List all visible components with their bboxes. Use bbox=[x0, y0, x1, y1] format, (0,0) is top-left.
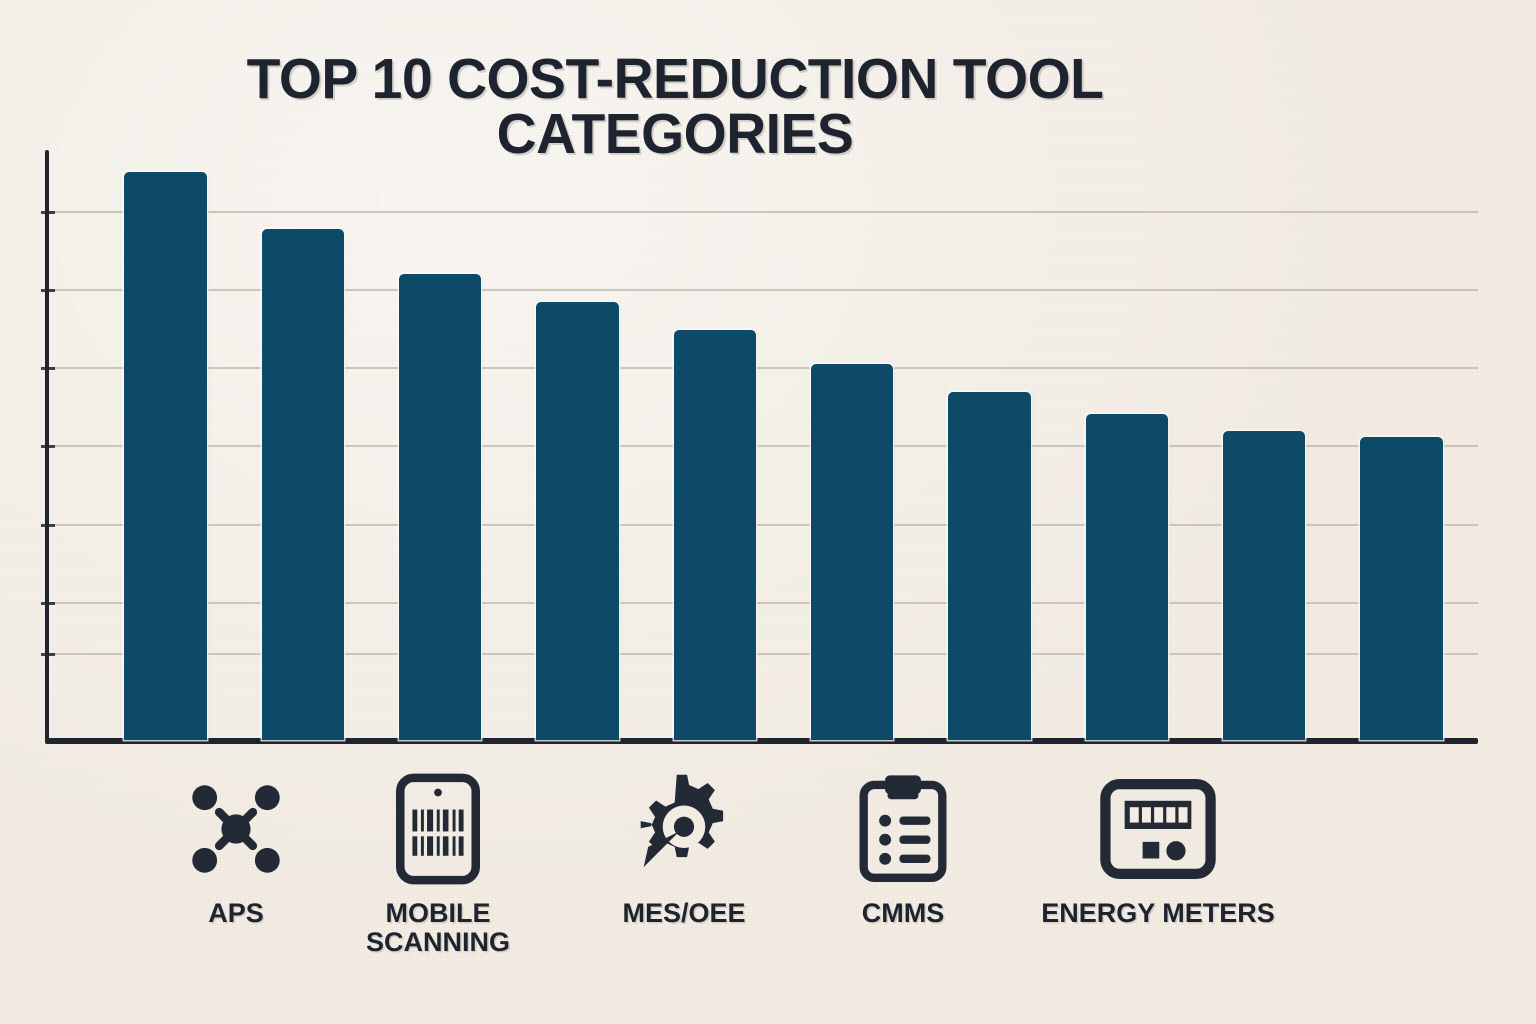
y-axis-tick bbox=[41, 602, 55, 605]
gridline bbox=[49, 602, 1478, 604]
gear-gauge-icon bbox=[579, 766, 789, 891]
bar bbox=[536, 301, 619, 740]
energy-meter-icon bbox=[1018, 766, 1298, 891]
bar bbox=[124, 172, 207, 740]
bar bbox=[673, 329, 757, 740]
chart-title-line-1: TOP 10 COST-REDUCTION TOOL bbox=[246, 47, 1104, 111]
bar bbox=[1085, 414, 1168, 740]
chart-title: TOP 10 COST-REDUCTION TOOL CATEGORIES bbox=[122, 47, 1228, 167]
bar bbox=[810, 363, 894, 740]
category-mes-oee: MES/OEE bbox=[579, 766, 789, 928]
category-label: APS bbox=[208, 898, 264, 928]
clipboard-checklist-icon bbox=[798, 766, 1008, 891]
gridline bbox=[49, 367, 1478, 369]
gridline bbox=[49, 289, 1478, 291]
bar bbox=[261, 228, 345, 740]
chart-title-line-2: CATEGORIES bbox=[496, 102, 854, 167]
category-label: MOBILE SCANNING bbox=[365, 898, 510, 957]
y-axis-tick bbox=[41, 211, 55, 214]
y-axis-tick bbox=[41, 445, 55, 448]
category-axis: APS bbox=[0, 766, 1536, 1016]
category-aps: APS bbox=[131, 766, 341, 928]
x-axis-line bbox=[45, 738, 1478, 744]
category-label: MES/OEE bbox=[622, 898, 746, 928]
category-label: CMMS bbox=[861, 898, 945, 928]
gridline bbox=[49, 445, 1478, 447]
category-mobile-scanning: MOBILE SCANNING bbox=[333, 766, 543, 956]
mobile-barcode-scan-icon bbox=[333, 766, 543, 891]
bar bbox=[1222, 430, 1306, 740]
category-label: ENERGY METERS bbox=[1041, 898, 1275, 928]
y-axis-tick bbox=[41, 524, 55, 527]
bar bbox=[1360, 436, 1443, 740]
y-axis-tick bbox=[41, 653, 55, 656]
gridline bbox=[49, 653, 1478, 655]
y-axis-tick bbox=[41, 289, 55, 292]
bar bbox=[399, 273, 482, 740]
network-nodes-icon bbox=[131, 766, 341, 891]
gridline bbox=[49, 211, 1478, 213]
category-energy-meters: ENERGY METERS bbox=[1018, 766, 1298, 928]
category-cmms: CMMS bbox=[798, 766, 1008, 928]
y-axis-tick bbox=[41, 367, 55, 370]
gridline bbox=[49, 524, 1478, 526]
plot-area: 25020018016014012010050 bbox=[41, 150, 1478, 744]
bar bbox=[948, 391, 1031, 740]
